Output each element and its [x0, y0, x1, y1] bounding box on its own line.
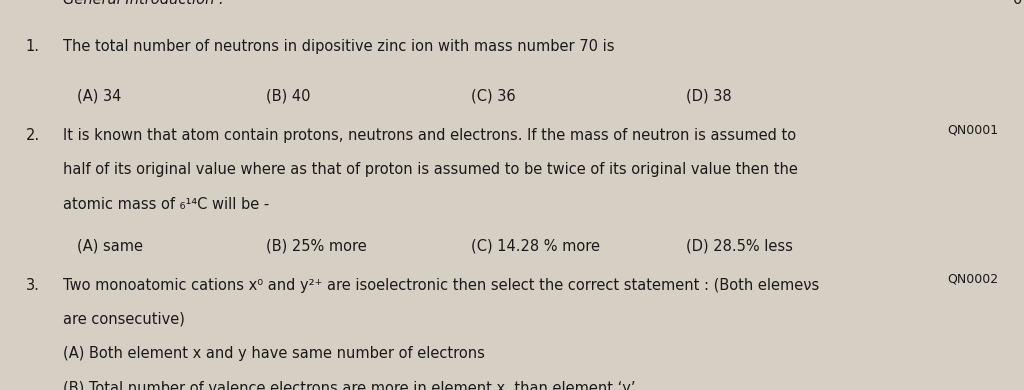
Text: 3.: 3.: [26, 278, 40, 292]
Text: (C) 14.28 % more: (C) 14.28 % more: [471, 239, 600, 254]
Text: QN0002: QN0002: [947, 273, 998, 286]
Text: (B) 40: (B) 40: [266, 89, 310, 104]
Text: It is known that atom contain protons, neutrons and electrons. If the mass of ne: It is known that atom contain protons, n…: [63, 128, 797, 143]
Text: (A) 34: (A) 34: [77, 89, 121, 104]
Text: are consecutive): are consecutive): [63, 312, 185, 327]
Text: 1.: 1.: [26, 39, 40, 54]
Text: (D) 28.5% less: (D) 28.5% less: [686, 239, 793, 254]
Text: (D) 38: (D) 38: [686, 89, 732, 104]
Text: QN0001: QN0001: [947, 123, 998, 136]
Text: (C) 36: (C) 36: [471, 89, 516, 104]
Text: (B) Total number of valence electrons are more in element x, than element ‘y’: (B) Total number of valence electrons ar…: [63, 381, 636, 390]
Text: half of its original value where as that of proton is assumed to be twice of its: half of its original value where as that…: [63, 162, 799, 177]
Text: (A) same: (A) same: [77, 239, 142, 254]
Text: atomic mass of ₆¹⁴C will be -: atomic mass of ₆¹⁴C will be -: [63, 197, 269, 211]
Text: General Introduction :: General Introduction :: [63, 0, 224, 7]
Text: The total number of neutrons in dipositive zinc ion with mass number 70 is: The total number of neutrons in dipositi…: [63, 39, 615, 54]
Text: Two monoatomic cations x⁰ and y²⁺ are isoelectronic then select the correct stat: Two monoatomic cations x⁰ and y²⁺ are is…: [63, 278, 820, 292]
Text: 2.: 2.: [26, 128, 40, 143]
Text: (A) Both element x and y have same number of electrons: (A) Both element x and y have same numbe…: [63, 346, 485, 361]
Text: (B) 25% more: (B) 25% more: [266, 239, 367, 254]
Text: 0: 0: [1013, 0, 1022, 7]
